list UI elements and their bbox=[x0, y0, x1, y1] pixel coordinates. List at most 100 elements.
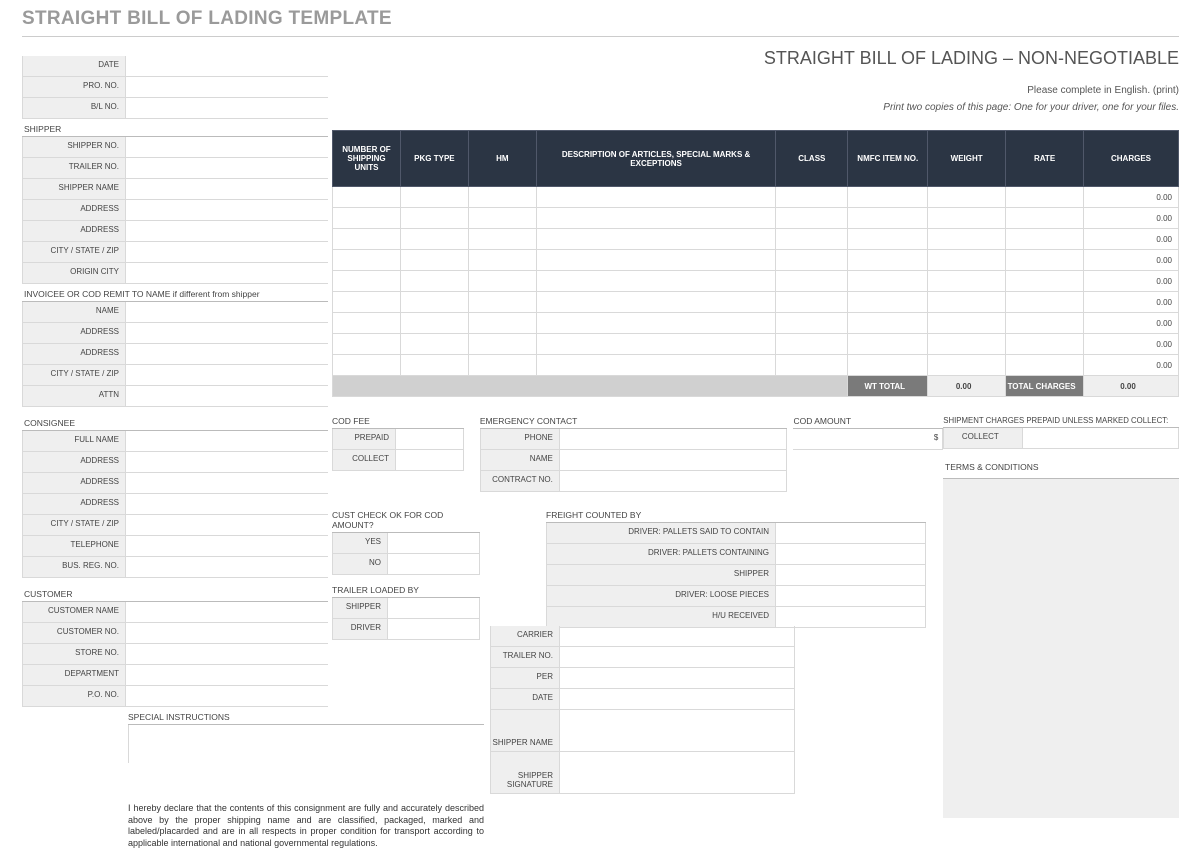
items-cell[interactable]: 0.00 bbox=[1084, 355, 1179, 376]
terms-box[interactable] bbox=[943, 478, 1179, 818]
field-value[interactable] bbox=[126, 158, 328, 178]
field-value[interactable] bbox=[126, 494, 328, 514]
items-cell[interactable] bbox=[848, 355, 928, 376]
mini-value[interactable] bbox=[560, 450, 788, 470]
mini-value[interactable] bbox=[776, 607, 926, 627]
items-cell[interactable] bbox=[848, 250, 928, 271]
items-cell[interactable] bbox=[928, 229, 1006, 250]
items-cell[interactable] bbox=[776, 187, 848, 208]
field-value[interactable] bbox=[126, 302, 328, 322]
items-cell[interactable] bbox=[776, 313, 848, 334]
items-cell[interactable] bbox=[468, 187, 536, 208]
items-cell[interactable] bbox=[333, 355, 401, 376]
items-cell[interactable] bbox=[1006, 208, 1084, 229]
field-value[interactable] bbox=[126, 98, 328, 118]
items-cell[interactable] bbox=[848, 334, 928, 355]
field-value[interactable] bbox=[126, 557, 328, 577]
items-cell[interactable]: 0.00 bbox=[1084, 334, 1179, 355]
mini-value[interactable] bbox=[388, 619, 480, 639]
items-cell[interactable] bbox=[1006, 334, 1084, 355]
field-value[interactable] bbox=[126, 56, 328, 76]
field-value[interactable] bbox=[126, 515, 328, 535]
field-value[interactable] bbox=[126, 77, 328, 97]
mini-value[interactable] bbox=[388, 598, 480, 618]
field-value[interactable] bbox=[126, 452, 328, 472]
items-cell[interactable]: 0.00 bbox=[1084, 187, 1179, 208]
items-cell[interactable] bbox=[333, 229, 401, 250]
items-cell[interactable] bbox=[536, 187, 776, 208]
items-cell[interactable] bbox=[536, 208, 776, 229]
items-cell[interactable] bbox=[928, 313, 1006, 334]
field-value[interactable] bbox=[126, 386, 328, 406]
mini-value[interactable] bbox=[776, 565, 926, 585]
items-cell[interactable] bbox=[776, 271, 848, 292]
items-cell[interactable] bbox=[1006, 229, 1084, 250]
items-cell[interactable]: 0.00 bbox=[1084, 313, 1179, 334]
items-cell[interactable] bbox=[400, 208, 468, 229]
items-cell[interactable] bbox=[536, 250, 776, 271]
items-cell[interactable] bbox=[468, 313, 536, 334]
mini-value[interactable] bbox=[560, 471, 788, 491]
items-cell[interactable] bbox=[333, 313, 401, 334]
items-cell[interactable] bbox=[848, 187, 928, 208]
carrier-value[interactable] bbox=[560, 668, 795, 688]
items-cell[interactable]: 0.00 bbox=[1084, 229, 1179, 250]
items-cell[interactable] bbox=[468, 334, 536, 355]
mini-value[interactable] bbox=[776, 523, 926, 543]
items-cell[interactable] bbox=[928, 187, 1006, 208]
field-value[interactable] bbox=[126, 344, 328, 364]
items-cell[interactable] bbox=[536, 271, 776, 292]
cod-amount-value[interactable]: $ bbox=[793, 429, 943, 449]
items-cell[interactable] bbox=[776, 292, 848, 313]
carrier-value[interactable] bbox=[560, 626, 795, 646]
items-cell[interactable] bbox=[928, 334, 1006, 355]
items-cell[interactable] bbox=[536, 355, 776, 376]
items-cell[interactable] bbox=[400, 355, 468, 376]
items-cell[interactable] bbox=[400, 292, 468, 313]
field-value[interactable] bbox=[126, 473, 328, 493]
mini-value[interactable] bbox=[396, 450, 464, 470]
items-cell[interactable] bbox=[468, 355, 536, 376]
items-cell[interactable] bbox=[1006, 292, 1084, 313]
items-cell[interactable] bbox=[928, 271, 1006, 292]
field-value[interactable] bbox=[126, 602, 328, 622]
items-cell[interactable] bbox=[928, 292, 1006, 313]
items-cell[interactable] bbox=[776, 250, 848, 271]
items-cell[interactable] bbox=[1006, 271, 1084, 292]
carrier-value[interactable] bbox=[560, 689, 795, 709]
items-cell[interactable] bbox=[468, 271, 536, 292]
items-cell[interactable] bbox=[400, 271, 468, 292]
items-cell[interactable] bbox=[333, 208, 401, 229]
field-value[interactable] bbox=[126, 263, 328, 283]
field-value[interactable] bbox=[126, 365, 328, 385]
items-cell[interactable] bbox=[848, 229, 928, 250]
items-cell[interactable] bbox=[536, 292, 776, 313]
items-cell[interactable] bbox=[848, 313, 928, 334]
items-cell[interactable] bbox=[928, 250, 1006, 271]
items-cell[interactable] bbox=[400, 229, 468, 250]
items-cell[interactable] bbox=[1006, 355, 1084, 376]
items-cell[interactable]: 0.00 bbox=[1084, 271, 1179, 292]
items-cell[interactable]: 0.00 bbox=[1084, 250, 1179, 271]
field-value[interactable] bbox=[126, 536, 328, 556]
mini-value[interactable] bbox=[396, 429, 464, 449]
items-cell[interactable] bbox=[776, 355, 848, 376]
items-cell[interactable] bbox=[1006, 250, 1084, 271]
mini-value[interactable] bbox=[776, 586, 926, 606]
field-value[interactable] bbox=[126, 200, 328, 220]
items-cell[interactable] bbox=[400, 187, 468, 208]
items-cell[interactable] bbox=[536, 313, 776, 334]
items-cell[interactable] bbox=[928, 355, 1006, 376]
items-cell[interactable] bbox=[848, 292, 928, 313]
items-cell[interactable] bbox=[1006, 313, 1084, 334]
items-cell[interactable] bbox=[468, 250, 536, 271]
items-cell[interactable] bbox=[848, 271, 928, 292]
items-cell[interactable] bbox=[400, 250, 468, 271]
field-value[interactable] bbox=[126, 221, 328, 241]
items-cell[interactable] bbox=[848, 208, 928, 229]
mini-value[interactable] bbox=[776, 544, 926, 564]
field-value[interactable] bbox=[126, 242, 328, 262]
field-value[interactable] bbox=[126, 431, 328, 451]
mini-value[interactable] bbox=[388, 554, 480, 574]
items-cell[interactable] bbox=[776, 334, 848, 355]
